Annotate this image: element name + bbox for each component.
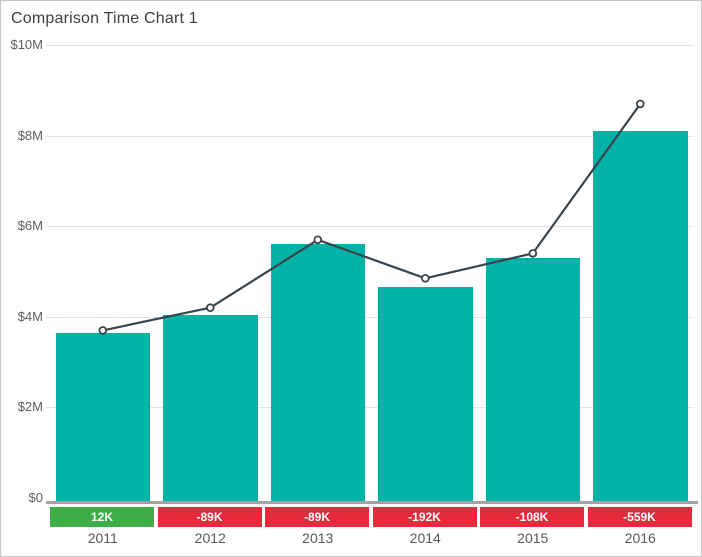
line-marker-2016[interactable] [635, 99, 645, 109]
x-axis-baseline [46, 501, 698, 504]
bar-2014[interactable] [378, 287, 473, 501]
badge-2011[interactable]: 12K [50, 507, 154, 527]
badge-2015[interactable]: -108K [480, 507, 584, 527]
category-label-2013: 2013 [302, 530, 334, 546]
badge-2016[interactable]: -559K [587, 507, 692, 527]
line-marker-2011[interactable] [98, 326, 108, 335]
gridline-2M [46, 407, 694, 408]
line-marker-2013[interactable] [313, 235, 323, 245]
y-axis-tick-label: $2M [17, 399, 43, 414]
category-label-2014: 2014 [409, 530, 441, 546]
gridline-10M [46, 45, 694, 46]
category-label-2015: 2015 [517, 530, 549, 546]
bar-2013[interactable] [270, 244, 365, 501]
bar-2012[interactable] [163, 314, 258, 501]
y-axis-tick-label: $0 [28, 490, 43, 505]
y-axis-tick-label: $8M [17, 128, 43, 143]
chart-title: Comparison Time Chart 1 [11, 10, 198, 27]
bar-2011[interactable] [55, 332, 150, 501]
y-axis-tick-label: $4M [17, 309, 43, 324]
line-marker-2012[interactable] [206, 303, 215, 313]
line-marker-2015[interactable] [528, 249, 538, 258]
badge-2014[interactable]: -192K [372, 507, 477, 527]
line-marker-2014[interactable] [420, 273, 430, 283]
y-axis-tick-label: $6M [17, 218, 43, 233]
bar-2015[interactable] [485, 257, 580, 501]
badge-2012[interactable]: -89K [157, 507, 262, 527]
y-axis-tick-label: $10M [10, 37, 43, 52]
category-label-2012: 2012 [194, 530, 226, 546]
bar-2016[interactable] [593, 131, 688, 501]
category-label-2016: 2016 [624, 530, 656, 546]
badge-2013[interactable]: -89K [265, 507, 369, 527]
category-label-2011: 2011 [87, 530, 118, 546]
